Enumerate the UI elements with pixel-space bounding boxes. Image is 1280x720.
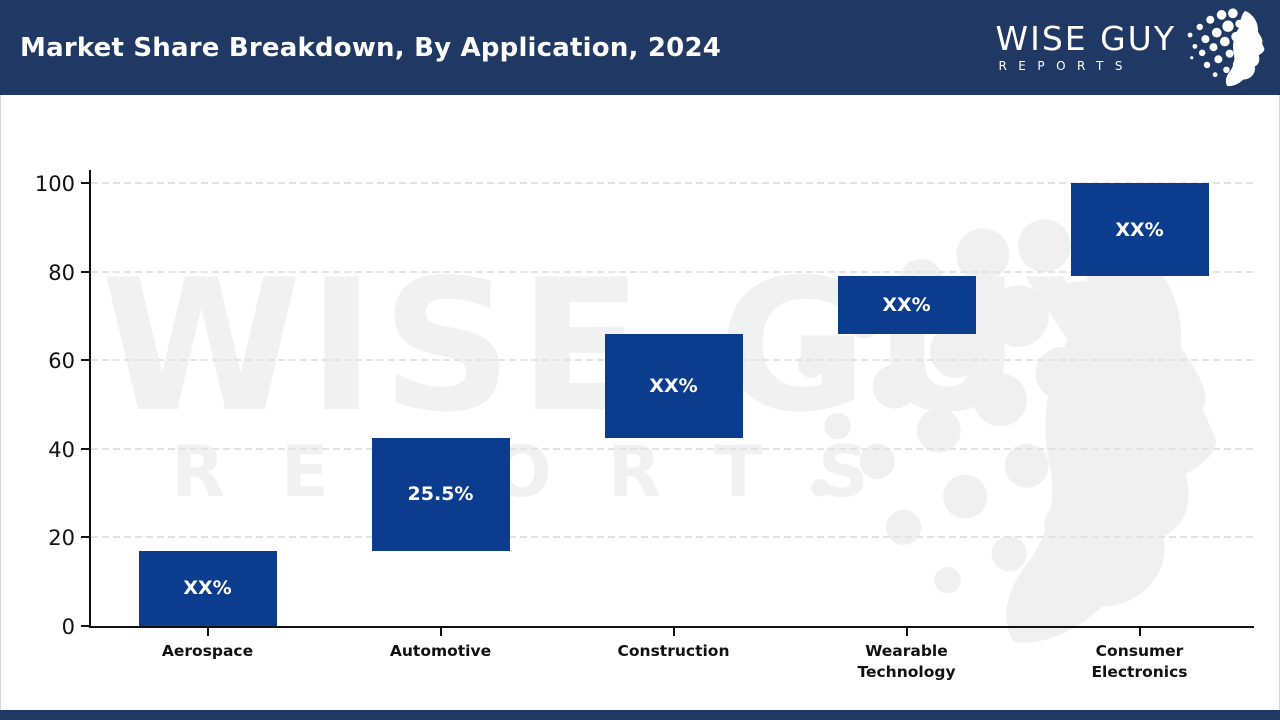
y-tick-mark-80 bbox=[81, 270, 89, 273]
footer-bar bbox=[0, 710, 1280, 720]
brand-logo: WISE GUY REPORTS bbox=[995, 6, 1266, 90]
bar-value-label: XX% bbox=[1115, 218, 1164, 241]
bar-wearable-technology: XX% bbox=[837, 276, 976, 334]
x-tick-label-aerospace: Aerospace bbox=[161, 642, 254, 660]
bar-value-label: XX% bbox=[649, 374, 698, 397]
bar-automotive: 25.5% bbox=[371, 437, 510, 551]
chart-area: WISE GUY REPORTS 020406080100XX%Aerospac… bbox=[0, 95, 1280, 710]
x-tick-label-wearable-technology: Wearable Technology bbox=[857, 642, 956, 681]
header-bar: Market Share Breakdown, By Application, … bbox=[0, 0, 1280, 95]
x-tick-mark bbox=[439, 628, 442, 636]
gridline-80 bbox=[91, 270, 1254, 273]
x-tick-label-construction: Construction bbox=[617, 642, 730, 660]
y-tick-label-100: 100 bbox=[34, 172, 75, 197]
plot-area: 0 20 40 60 80 100 XX% Aerospace 25.5% Automotive X… bbox=[35, 170, 1254, 681]
y-tick-label-0: 0 bbox=[61, 615, 75, 639]
x-tick-mark bbox=[672, 628, 675, 636]
x-tick-mark bbox=[1138, 628, 1141, 636]
y-tick-label-40: 40 bbox=[48, 437, 75, 462]
brand-logo-text: WISE GUY REPORTS bbox=[995, 22, 1176, 73]
bar-value-label: XX% bbox=[183, 577, 232, 600]
y-tick-label-20: 20 bbox=[48, 526, 75, 551]
y-tick-mark-20 bbox=[81, 536, 89, 539]
bar-value-label: 25.5% bbox=[407, 483, 474, 506]
bar-value-label: XX% bbox=[882, 293, 931, 316]
x-tick-mark bbox=[206, 628, 209, 636]
x-tick-mark bbox=[905, 628, 908, 636]
bar-consumer-electronics: XX% bbox=[1070, 183, 1209, 277]
y-tick-label-60: 60 bbox=[48, 349, 75, 374]
bar-construction: XX% bbox=[604, 333, 743, 438]
brand-name: WISE GUY bbox=[995, 19, 1176, 58]
gridline-40 bbox=[91, 447, 1254, 450]
y-tick-label-80: 80 bbox=[48, 260, 75, 285]
y-tick-mark-0 bbox=[81, 625, 89, 627]
y-tick-mark-60 bbox=[81, 359, 89, 362]
brand-subtitle: REPORTS bbox=[998, 59, 1134, 73]
bar-aerospace: XX% bbox=[138, 550, 277, 626]
y-tick-mark-100 bbox=[81, 182, 89, 185]
dotted-head-profile-icon bbox=[1187, 7, 1265, 86]
gridline-20 bbox=[91, 536, 1254, 539]
chart-title: Market Share Breakdown, By Application, … bbox=[20, 32, 722, 63]
y-tick-mark-40 bbox=[81, 447, 89, 450]
gridline-100 bbox=[91, 182, 1254, 185]
x-tick-label-automotive: Automotive bbox=[389, 642, 492, 660]
x-tick-label-consumer-electronics: Consumer Electronics bbox=[1091, 642, 1188, 681]
